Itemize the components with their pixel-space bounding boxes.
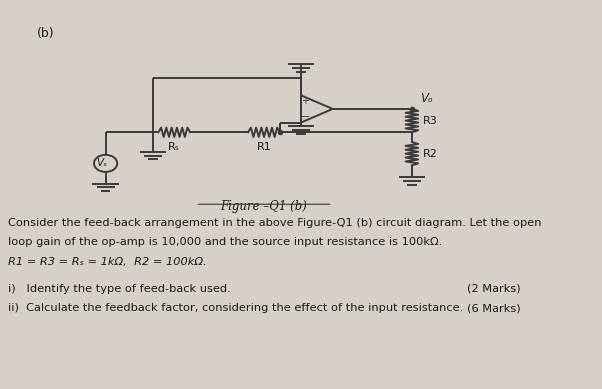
Text: ii)  Calculate the feedback factor, considering the effect of the input resistan: ii) Calculate the feedback factor, consi… (8, 303, 463, 314)
Text: Consider the feed-back arrangement in the above Figure-Q1 (b) circuit diagram. L: Consider the feed-back arrangement in th… (8, 218, 541, 228)
Text: i)   Identify the type of feed-back used.: i) Identify the type of feed-back used. (8, 284, 231, 294)
Text: Rₛ: Rₛ (169, 142, 180, 152)
Text: Figure –Q1 (b): Figure –Q1 (b) (220, 200, 308, 213)
Text: −: − (300, 112, 310, 122)
Text: (b): (b) (37, 27, 55, 40)
Text: R3: R3 (423, 116, 437, 126)
Text: R2: R2 (423, 149, 437, 159)
Text: loop gain of the op-amp is 10,000 and the source input resistance is 100kΩ.: loop gain of the op-amp is 10,000 and th… (8, 237, 442, 247)
Text: +: + (301, 96, 309, 106)
Text: (2 Marks): (2 Marks) (467, 284, 520, 294)
Text: (6 Marks): (6 Marks) (467, 303, 520, 314)
Text: Vₒ: Vₒ (420, 92, 433, 105)
Text: R1 = R3 = Rₛ = 1kΩ,  R2 = 100kΩ.: R1 = R3 = Rₛ = 1kΩ, R2 = 100kΩ. (8, 257, 206, 267)
Text: Vₛ: Vₛ (96, 158, 107, 168)
Text: R1: R1 (256, 142, 272, 152)
